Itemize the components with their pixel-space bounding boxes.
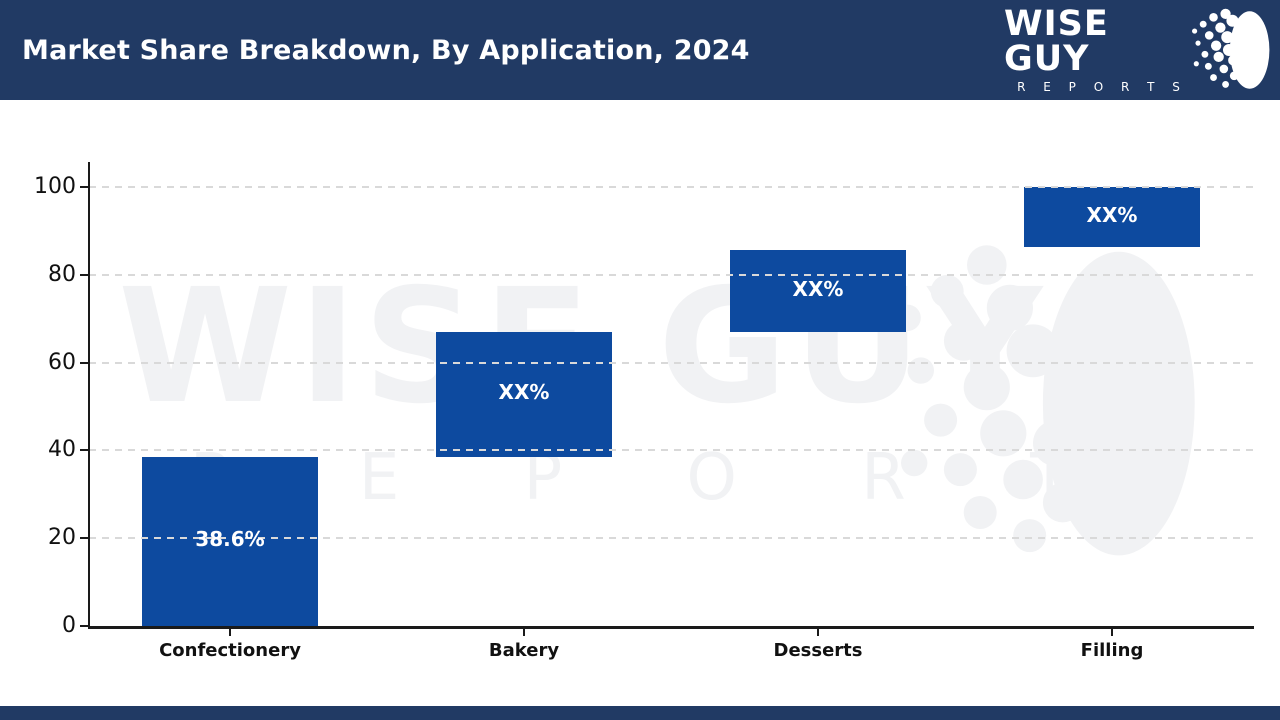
header-bar: Market Share Breakdown, By Application, … <box>0 0 1280 100</box>
wise-guy-reports-logo: WISE GUY R E P O R T S <box>1004 6 1272 94</box>
gridline <box>89 273 1254 276</box>
gridline <box>89 361 1254 364</box>
gridline <box>89 449 1254 452</box>
logo-wordmark-line2: R E P O R T S <box>1017 79 1187 94</box>
category-label-desserts: Desserts <box>773 640 863 661</box>
y-tick-label: 20 <box>48 525 76 551</box>
y-axis-line <box>88 162 90 628</box>
bar-bakery <box>436 332 612 457</box>
y-tick-label: 40 <box>48 437 76 463</box>
y-tick-label: 100 <box>34 174 76 199</box>
category-label-confectionery: Confectionery <box>159 640 301 661</box>
y-tick-label: 60 <box>48 349 76 375</box>
y-tick-mark <box>80 273 88 276</box>
y-tick-mark <box>80 361 88 364</box>
gridline <box>89 537 1254 540</box>
y-tick-label: 80 <box>48 261 76 287</box>
x-axis-line <box>88 626 1254 629</box>
y-tick-mark <box>80 449 88 452</box>
dotted-head-icon <box>1192 8 1270 89</box>
footer-bar <box>0 706 1280 720</box>
bar-confectionery <box>142 456 318 626</box>
bar-value-label: XX% <box>1086 202 1138 227</box>
bar-value-label: XX% <box>792 277 844 302</box>
x-tick-mark <box>817 629 819 636</box>
x-tick-mark <box>229 629 231 636</box>
page-title: Market Share Breakdown, By Application, … <box>22 34 750 66</box>
logo-wordmark-line1: WISE GUY <box>1004 3 1109 79</box>
gridline <box>89 186 1254 188</box>
category-label-filling: Filling <box>1080 640 1144 661</box>
y-tick-mark <box>80 186 88 188</box>
x-tick-mark <box>523 629 525 636</box>
x-tick-mark <box>1111 629 1113 636</box>
bar-value-label: XX% <box>498 380 550 405</box>
bar-filling <box>1024 187 1200 247</box>
y-tick-mark <box>80 537 88 540</box>
bar-value-label: 38.6% <box>195 527 265 552</box>
bar-desserts <box>730 249 906 333</box>
category-label-bakery: Bakery <box>488 640 560 661</box>
y-tick-mark <box>80 625 88 627</box>
logo-wordmark: WISE GUY R E P O R T S <box>1004 3 1200 94</box>
y-tick-label: 0 <box>62 613 76 638</box>
